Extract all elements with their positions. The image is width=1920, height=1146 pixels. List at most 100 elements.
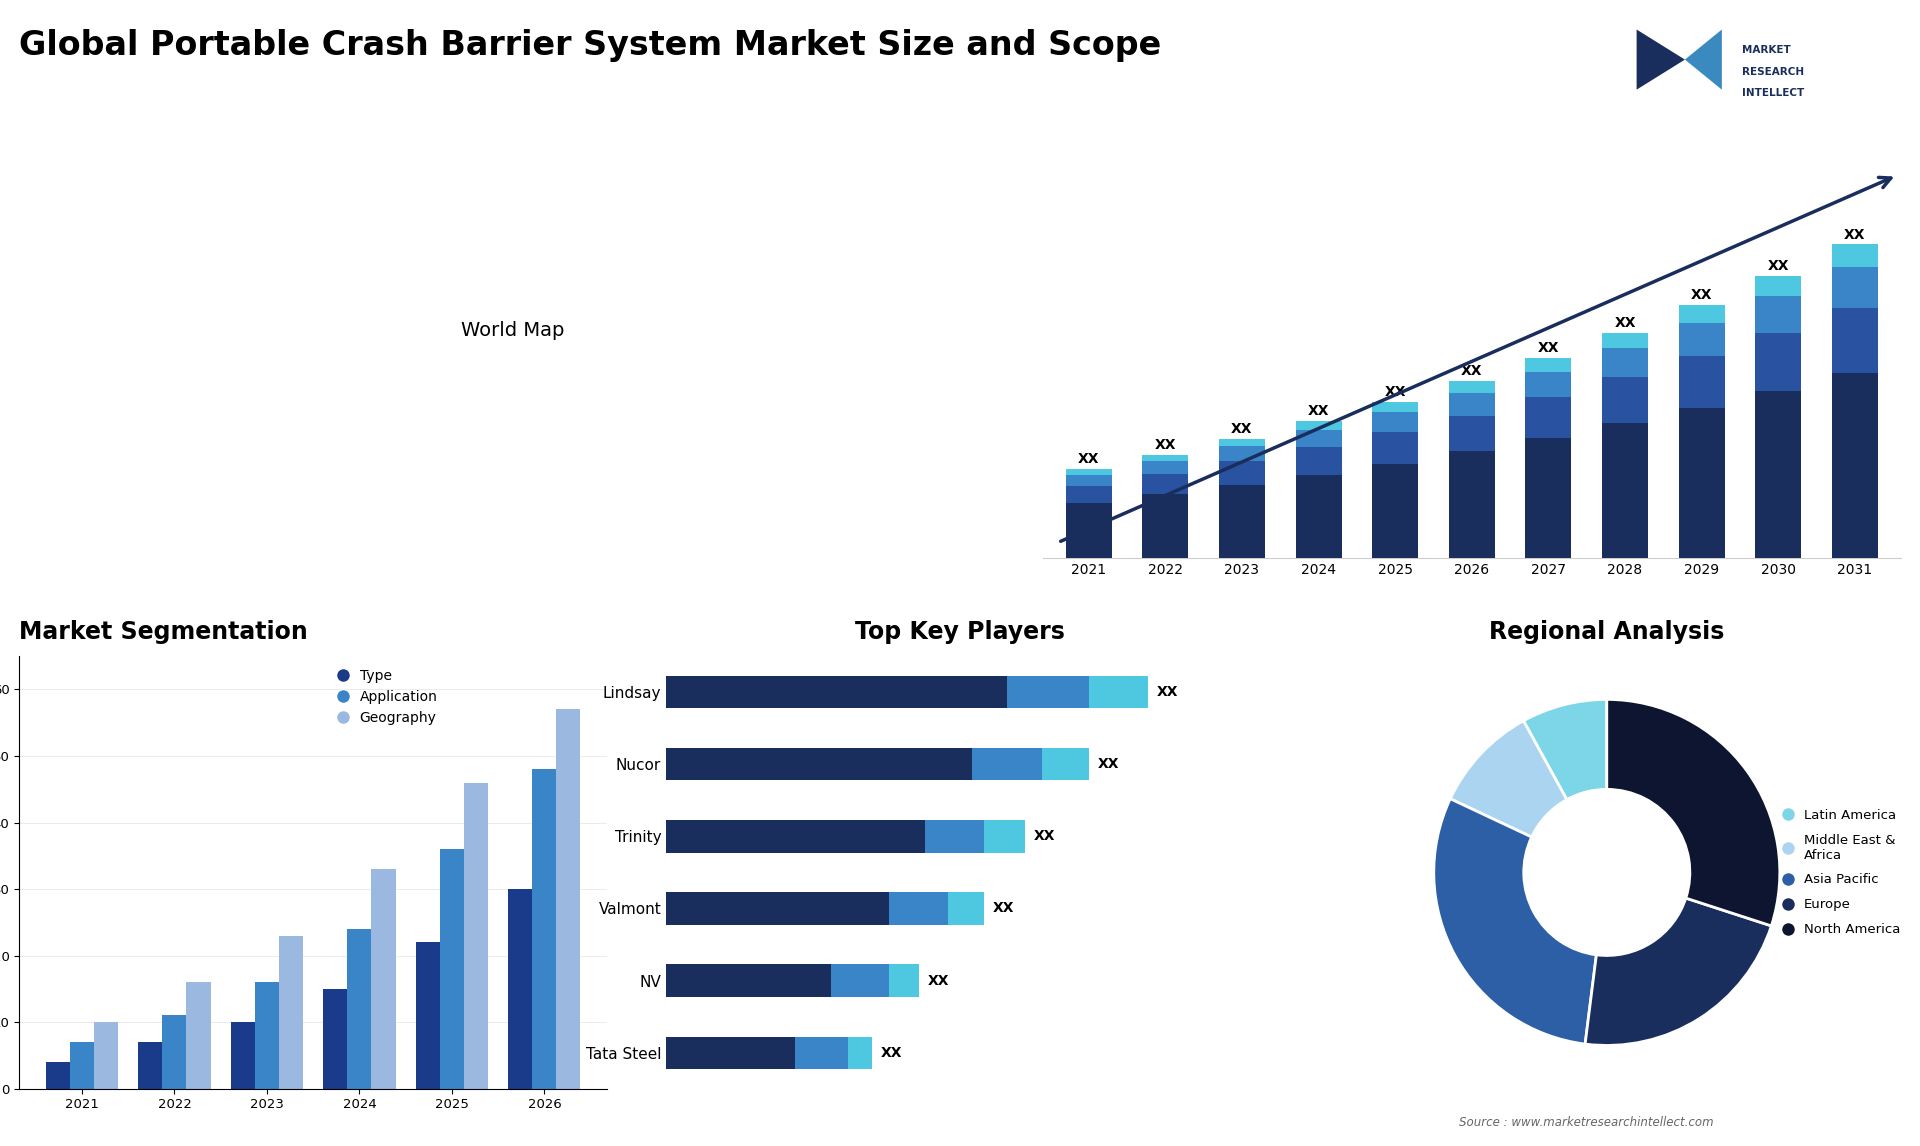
Bar: [1601, 348, 1647, 377]
Bar: [1524, 358, 1571, 371]
Bar: [1450, 416, 1496, 452]
Bar: [1142, 474, 1188, 494]
Bar: [1755, 391, 1801, 558]
Bar: [849, 1037, 872, 1069]
Bar: [983, 821, 1025, 853]
Bar: [1678, 323, 1724, 356]
Bar: [889, 893, 948, 925]
Bar: [1601, 332, 1647, 348]
Text: XX: XX: [1615, 316, 1636, 330]
Bar: [1066, 486, 1112, 503]
Text: Global Portable Crash Barrier System Market Size and Scope: Global Portable Crash Barrier System Mar…: [19, 29, 1162, 62]
Text: XX: XX: [1692, 289, 1713, 303]
Text: MARKET: MARKET: [1741, 45, 1791, 55]
Bar: [1755, 296, 1801, 332]
Bar: [666, 1037, 795, 1069]
Bar: [46, 1062, 69, 1089]
Text: Market Segmentation: Market Segmentation: [19, 620, 307, 644]
Text: XX: XX: [1843, 228, 1866, 242]
Text: XX: XX: [1384, 385, 1405, 399]
Bar: [557, 709, 580, 1089]
Bar: [1066, 469, 1112, 474]
Bar: [1450, 393, 1496, 416]
Bar: [186, 982, 211, 1089]
Bar: [1755, 332, 1801, 391]
Bar: [94, 1022, 117, 1089]
Text: XX: XX: [1231, 422, 1252, 435]
Bar: [1601, 377, 1647, 424]
Bar: [1755, 276, 1801, 296]
Text: XX: XX: [1033, 830, 1054, 843]
Text: XX: XX: [1098, 758, 1119, 771]
Bar: [1450, 380, 1496, 393]
Text: XX: XX: [1461, 363, 1482, 378]
Bar: [1373, 464, 1419, 558]
Text: INTELLECT: INTELLECT: [1741, 88, 1805, 99]
Text: XX: XX: [1077, 453, 1100, 466]
Bar: [1006, 676, 1089, 708]
Text: XX: XX: [927, 974, 948, 988]
Bar: [465, 783, 488, 1089]
Bar: [831, 965, 889, 997]
Title: Regional Analysis: Regional Analysis: [1490, 620, 1724, 644]
Bar: [1524, 398, 1571, 438]
Text: RESEARCH: RESEARCH: [1741, 66, 1805, 77]
Bar: [1219, 485, 1265, 558]
Bar: [1832, 308, 1878, 374]
Bar: [1832, 374, 1878, 558]
Bar: [1066, 474, 1112, 486]
Text: XX: XX: [1154, 438, 1177, 452]
Wedge shape: [1450, 721, 1567, 837]
Bar: [1219, 462, 1265, 485]
Bar: [255, 982, 278, 1089]
Bar: [163, 1015, 186, 1089]
Text: XX: XX: [1538, 340, 1559, 355]
Bar: [1373, 413, 1419, 432]
Bar: [666, 821, 925, 853]
Bar: [138, 1042, 163, 1089]
Legend: Latin America, Middle East &
Africa, Asia Pacific, Europe, North America: Latin America, Middle East & Africa, Asi…: [1778, 803, 1907, 942]
Bar: [948, 893, 983, 925]
Bar: [1832, 267, 1878, 308]
Bar: [795, 1037, 849, 1069]
Bar: [230, 1022, 255, 1089]
Bar: [323, 989, 348, 1089]
Bar: [666, 748, 972, 780]
Text: XX: XX: [1308, 405, 1329, 418]
Text: XX: XX: [1158, 685, 1179, 699]
Bar: [666, 676, 1006, 708]
Bar: [1524, 371, 1571, 398]
Bar: [1296, 474, 1342, 558]
Bar: [69, 1042, 94, 1089]
Wedge shape: [1523, 699, 1607, 800]
Bar: [1373, 402, 1419, 413]
Bar: [1142, 462, 1188, 474]
Bar: [1142, 455, 1188, 462]
Bar: [1832, 244, 1878, 267]
Bar: [348, 929, 371, 1089]
Wedge shape: [1586, 898, 1772, 1045]
Bar: [1142, 494, 1188, 558]
Wedge shape: [1434, 799, 1596, 1044]
Bar: [509, 889, 532, 1089]
Text: XX: XX: [881, 1046, 902, 1060]
Text: XX: XX: [1768, 259, 1789, 273]
Bar: [1296, 422, 1342, 430]
Bar: [1601, 424, 1647, 558]
Bar: [1066, 503, 1112, 558]
Bar: [666, 893, 889, 925]
Bar: [1450, 452, 1496, 558]
Bar: [371, 869, 396, 1089]
Polygon shape: [1686, 30, 1722, 89]
Text: Source : www.marketresearchintellect.com: Source : www.marketresearchintellect.com: [1459, 1116, 1715, 1129]
Bar: [1219, 446, 1265, 462]
Legend: Type, Application, Geography: Type, Application, Geography: [332, 664, 444, 730]
Bar: [925, 821, 983, 853]
Bar: [1678, 305, 1724, 323]
Wedge shape: [1607, 699, 1780, 926]
Title: Top Key Players: Top Key Players: [854, 620, 1066, 644]
Bar: [1043, 748, 1089, 780]
Bar: [1524, 438, 1571, 558]
Bar: [1296, 447, 1342, 474]
Bar: [1678, 356, 1724, 408]
